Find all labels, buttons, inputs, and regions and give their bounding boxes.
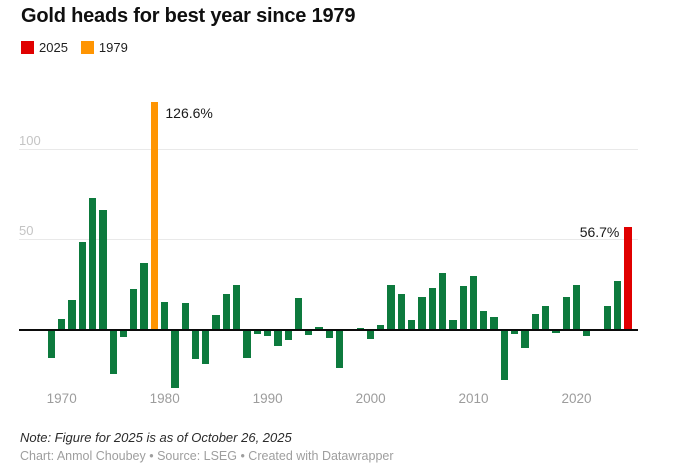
bar-2012[interactable]: [490, 316, 498, 330]
bar-2004[interactable]: [408, 319, 416, 330]
bar-1986[interactable]: [222, 294, 231, 330]
bar-1978[interactable]: [140, 262, 148, 330]
bar-1980[interactable]: [161, 302, 169, 330]
x-axis-label-2000: 2000: [355, 391, 386, 406]
bar-2024[interactable]: [613, 280, 622, 330]
zero-axis-line: [19, 328, 638, 331]
bar-1984[interactable]: [202, 329, 210, 365]
legend-item-1979: 1979: [80, 40, 128, 55]
x-axis-label-2010: 2010: [458, 391, 489, 406]
x-axis-label-2020: 2020: [561, 391, 592, 406]
x-axis-label-1970: 1970: [46, 391, 77, 406]
bar-2019[interactable]: [562, 296, 570, 330]
bar-1976[interactable]: [119, 329, 128, 337]
value-label-2025: 56.7%: [579, 224, 620, 241]
bar-2011[interactable]: [480, 311, 488, 330]
bar-1994[interactable]: [305, 329, 313, 335]
bar-1979[interactable]: [150, 101, 159, 330]
bar-2009[interactable]: [459, 285, 467, 330]
bar-2001[interactable]: [377, 325, 385, 330]
value-label-1979: 126.6%: [165, 105, 213, 122]
bar-1983[interactable]: [191, 329, 200, 359]
plot-area: 50 100 1970 1980 1990 2000 2010 2020 126.6% 56.7%: [19, 101, 638, 406]
legend-swatch-2025: [21, 41, 34, 54]
bar-1991[interactable]: [274, 329, 282, 347]
bar-2020[interactable]: [572, 284, 581, 330]
legend-item-2025: 2025: [21, 40, 68, 55]
bar-1982[interactable]: [181, 302, 189, 330]
bar-2003[interactable]: [397, 294, 406, 330]
y-axis-label-50: 50: [19, 223, 34, 238]
bar-2002[interactable]: [387, 284, 395, 330]
bar-1985[interactable]: [212, 315, 220, 330]
credit-line: Chart: Anmol Choubey • Source: LSEG • Cr…: [20, 449, 394, 463]
bar-2025[interactable]: [623, 227, 633, 330]
footnote: Note: Figure for 2025 is as of October 2…: [20, 430, 292, 445]
bar-2007[interactable]: [438, 273, 447, 330]
legend-label-2025: 2025: [39, 40, 68, 55]
bar-1975[interactable]: [109, 329, 117, 375]
bar-2016[interactable]: [531, 314, 539, 330]
bar-2014[interactable]: [511, 329, 519, 334]
bar-1990[interactable]: [263, 329, 272, 337]
bar-2013[interactable]: [500, 329, 509, 380]
bar-1977[interactable]: [130, 288, 138, 330]
bar-2017[interactable]: [541, 305, 550, 330]
bar-1989[interactable]: [253, 329, 261, 334]
bar-1971[interactable]: [68, 300, 76, 330]
bar-1992[interactable]: [284, 329, 292, 340]
bar-1988[interactable]: [243, 329, 251, 358]
bar-1974[interactable]: [99, 210, 107, 330]
bar-1973[interactable]: [88, 198, 97, 330]
bar-2006[interactable]: [428, 287, 436, 330]
gridline-50: [19, 239, 638, 240]
legend-swatch-1979: [80, 41, 94, 54]
bar-1993[interactable]: [294, 297, 303, 330]
bar-1997[interactable]: [336, 329, 344, 368]
bar-2023[interactable]: [603, 306, 611, 330]
bar-2018[interactable]: [552, 329, 560, 333]
bar-2000[interactable]: [366, 329, 375, 340]
x-axis-label-1990: 1990: [252, 391, 283, 406]
bar-2015[interactable]: [521, 329, 529, 349]
bar-1969[interactable]: [47, 329, 56, 359]
bar-2005[interactable]: [418, 297, 426, 330]
legend-label-1979: 1979: [98, 40, 128, 55]
bar-2021[interactable]: [583, 329, 591, 337]
bar-1995[interactable]: [315, 327, 323, 330]
bar-2008[interactable]: [449, 319, 457, 330]
x-axis-label-1980: 1980: [149, 391, 180, 406]
page-title: Gold heads for best year since 1979: [21, 5, 356, 27]
bar-1972[interactable]: [78, 241, 86, 330]
bar-1981[interactable]: [171, 329, 179, 389]
bar-1970[interactable]: [58, 318, 66, 330]
bar-2010[interactable]: [469, 275, 478, 330]
chart-legend: 2025 1979: [21, 40, 128, 55]
gridline-100: [19, 149, 638, 150]
bar-1996[interactable]: [325, 329, 334, 339]
bar-1987[interactable]: [233, 285, 241, 330]
y-axis-label-100: 100: [19, 133, 41, 148]
